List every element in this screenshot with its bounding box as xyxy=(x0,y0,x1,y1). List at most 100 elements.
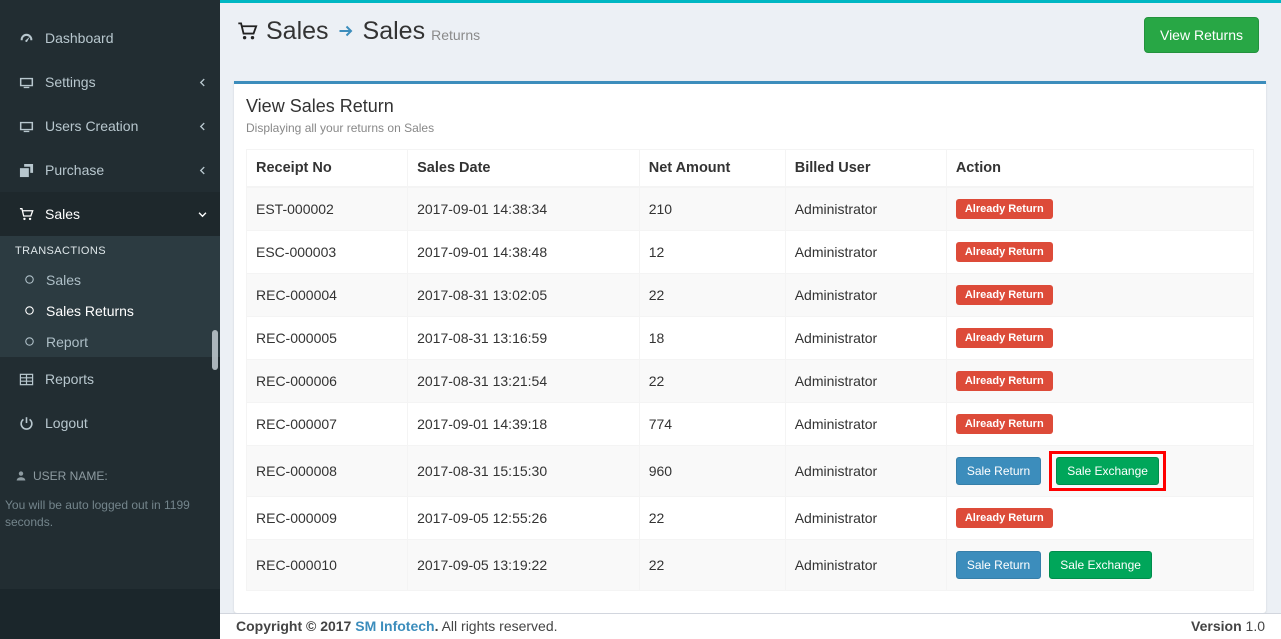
cell-sales-date: 2017-08-31 15:15:30 xyxy=(407,444,640,497)
cell-action: Already Return xyxy=(945,401,1255,446)
cell-receipt-no: REC-000004 xyxy=(245,272,409,317)
cell-billed-user: Administrator xyxy=(784,186,947,231)
already-return-badge: Already Return xyxy=(955,284,1053,305)
page-title-secondary: Sales xyxy=(362,16,426,45)
cart-icon xyxy=(15,207,37,222)
cell-sales-date: 2017-09-05 13:19:22 xyxy=(407,538,640,591)
view-returns-button[interactable]: View Returns xyxy=(1143,16,1259,53)
sale-return-button[interactable]: Sale Return xyxy=(955,456,1042,485)
sidebar-item-label: Users Creation xyxy=(45,118,139,134)
chevron-left-icon xyxy=(197,121,208,132)
sidebar-item-sales-returns[interactable]: Sales Returns xyxy=(0,295,220,326)
panel-subtitle: Displaying all your returns on Sales xyxy=(246,120,435,135)
circle-o-icon xyxy=(20,274,38,285)
user-icon xyxy=(15,470,27,482)
table-row: REC-000010 2017-09-05 13:19:22 22 Admini… xyxy=(245,538,1255,591)
cell-net-amount: 12 xyxy=(638,229,786,274)
highlight-box: Sale Exchange xyxy=(1049,450,1166,491)
brand-link[interactable]: SM Infotech xyxy=(355,618,435,635)
col-header-receipt-no: Receipt No xyxy=(245,148,409,188)
circle-o-icon xyxy=(20,305,38,316)
table-row: REC-000007 2017-09-01 14:39:18 774 Admin… xyxy=(245,401,1255,446)
sidebar-item-sales[interactable]: Sales xyxy=(0,192,220,236)
col-header-net-amount: Net Amount xyxy=(638,148,786,188)
sidebar-item-label: Reports xyxy=(45,371,95,387)
sidebar-item-label: Sales xyxy=(46,271,82,288)
cell-net-amount: 22 xyxy=(638,538,786,591)
table-header-row: Receipt No Sales Date Net Amount Billed … xyxy=(245,148,1255,188)
cell-action: Sale Return Sale Exchange xyxy=(945,538,1255,591)
sidebar-item-sales[interactable]: Sales xyxy=(0,264,220,295)
chevron-left-icon xyxy=(197,165,208,176)
cell-action: Already Return xyxy=(945,272,1255,317)
version-value: 1.0 xyxy=(1241,618,1265,635)
sidebar-nav: Dashboard Settings Users Creation Purchase S… xyxy=(0,16,220,445)
footer-copyright: Copyright © 2017 SM Infotech. All rights… xyxy=(236,618,558,635)
footer-version: Version 1.0 xyxy=(1191,618,1265,634)
user-name-label: USER NAME: xyxy=(33,469,108,483)
content-header: Sales Sales Returns View Returns xyxy=(220,3,1281,59)
sidebar-item-reports[interactable]: Reports xyxy=(0,357,220,401)
sale-exchange-button[interactable]: Sale Exchange xyxy=(1049,550,1152,579)
already-return-badge: Already Return xyxy=(955,507,1053,528)
sidebar-scrollbar[interactable] xyxy=(212,330,218,370)
cell-receipt-no: EST-000002 xyxy=(245,186,409,231)
main-area: Sales Sales Returns View Returns View Sa… xyxy=(220,0,1281,639)
dashboard-icon xyxy=(15,31,37,46)
arrow-right-icon xyxy=(338,23,354,39)
cell-net-amount: 18 xyxy=(638,315,786,360)
content: View Sales Return Displaying all your re… xyxy=(220,59,1281,613)
cell-receipt-no: REC-000008 xyxy=(245,444,409,497)
cell-billed-user: Administrator xyxy=(784,444,947,497)
already-return-badge: Already Return xyxy=(955,413,1053,434)
cell-net-amount: 210 xyxy=(638,186,786,231)
cell-sales-date: 2017-08-31 13:02:05 xyxy=(407,272,640,317)
page-title-primary: Sales xyxy=(266,16,329,45)
cell-billed-user: Administrator xyxy=(784,495,947,540)
table-row: EST-000002 2017-09-01 14:38:34 210 Admin… xyxy=(245,186,1255,231)
sidebar-item-label: Purchase xyxy=(45,162,105,178)
chevron-down-icon xyxy=(197,209,208,220)
cell-action: Sale Return Sale Exchange xyxy=(945,444,1255,497)
sidebar-item-dashboard[interactable]: Dashboard xyxy=(0,16,220,60)
cell-billed-user: Administrator xyxy=(784,538,947,591)
sidebar-item-users-creation[interactable]: Users Creation xyxy=(0,104,220,148)
cell-receipt-no: REC-000007 xyxy=(245,401,409,446)
sales-returns-table: Receipt No Sales Date Net Amount Billed … xyxy=(245,148,1255,591)
sidebar-item-label: Dashboard xyxy=(45,30,114,46)
sidebar-item-label: Settings xyxy=(45,74,96,90)
sidebar-item-report[interactable]: Report xyxy=(0,326,220,357)
sidebar-item-purchase[interactable]: Purchase xyxy=(0,148,220,192)
top-accent-strip xyxy=(220,0,1281,3)
already-return-badge: Already Return xyxy=(955,198,1053,219)
already-return-badge: Already Return xyxy=(955,370,1053,391)
sale-exchange-button[interactable]: Sale Exchange xyxy=(1056,456,1159,485)
sidebar-item-label: Report xyxy=(46,333,89,350)
cell-billed-user: Administrator xyxy=(784,401,947,446)
cell-action: Already Return xyxy=(945,186,1255,231)
cell-billed-user: Administrator xyxy=(784,229,947,274)
sidebar-item-settings[interactable]: Settings xyxy=(0,60,220,104)
table-row: REC-000006 2017-08-31 13:21:54 22 Admini… xyxy=(245,358,1255,403)
table-row: ESC-000003 2017-09-01 14:38:48 12 Admini… xyxy=(245,229,1255,274)
copy-icon xyxy=(15,163,37,178)
footer: Copyright © 2017 SM Infotech. All rights… xyxy=(220,612,1281,639)
cell-sales-date: 2017-08-31 13:21:54 xyxy=(407,358,640,403)
cell-billed-user: Administrator xyxy=(784,358,947,403)
sale-return-button[interactable]: Sale Return xyxy=(955,550,1042,579)
cell-sales-date: 2017-09-01 14:38:48 xyxy=(407,229,640,274)
cell-net-amount: 774 xyxy=(638,401,786,446)
cell-receipt-no: REC-000009 xyxy=(245,495,409,540)
table-row: REC-000004 2017-08-31 13:02:05 22 Admini… xyxy=(245,272,1255,317)
cell-sales-date: 2017-09-01 14:39:18 xyxy=(407,401,640,446)
sidebar-item-label: Sales Returns xyxy=(46,302,134,319)
sales-return-panel: View Sales Return Displaying all your re… xyxy=(234,80,1266,613)
cell-action: Already Return xyxy=(945,495,1255,540)
sidebar-item-logout[interactable]: Logout xyxy=(0,401,220,445)
rights-text: All rights reserved. xyxy=(438,618,558,635)
table-icon xyxy=(15,372,37,387)
cell-action: Already Return xyxy=(945,315,1255,360)
page-title: Sales Sales Returns xyxy=(237,17,480,46)
cell-billed-user: Administrator xyxy=(784,272,947,317)
